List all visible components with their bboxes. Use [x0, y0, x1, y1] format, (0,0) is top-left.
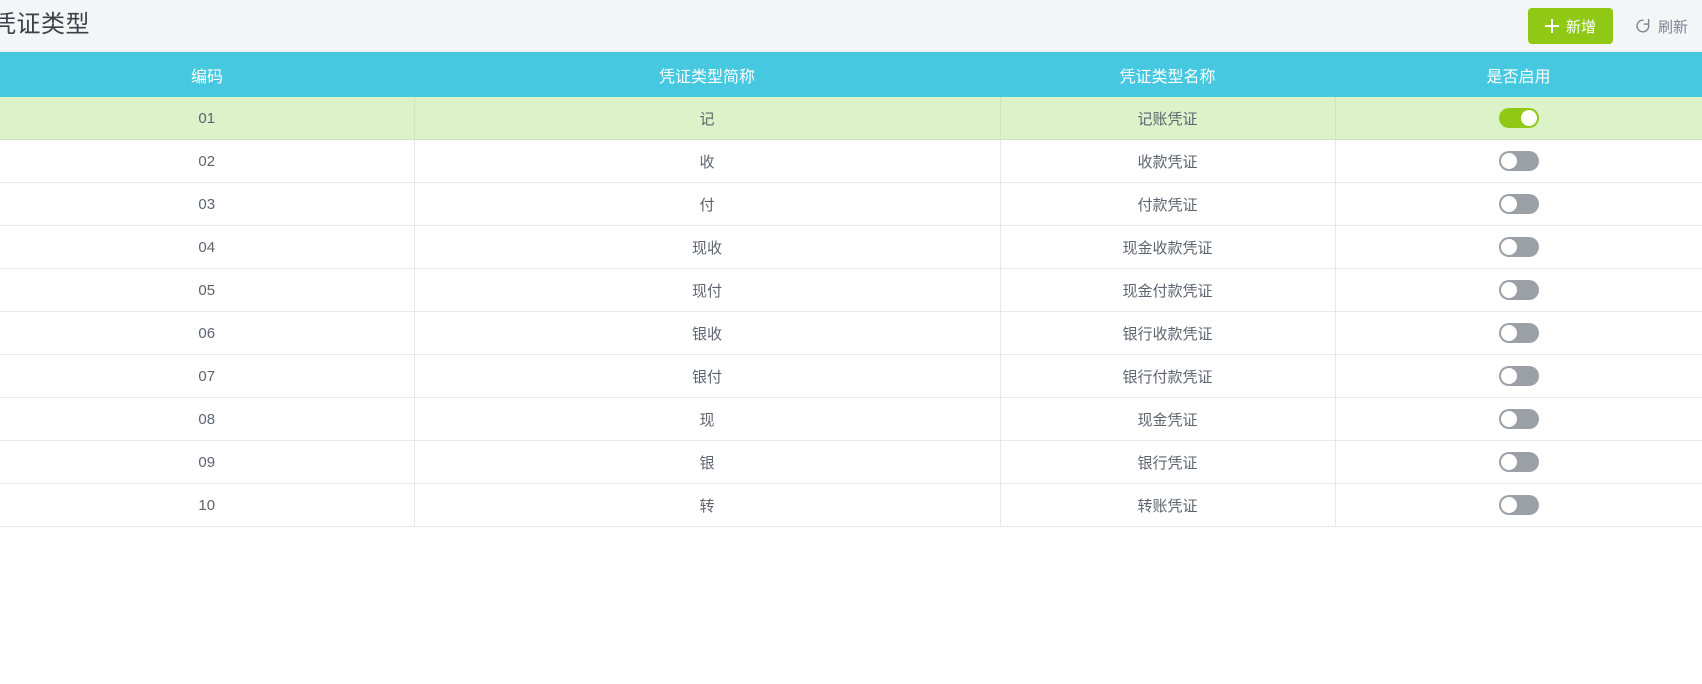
- column-header-code[interactable]: 编码: [0, 52, 414, 97]
- enable-toggle[interactable]: [1498, 323, 1539, 343]
- cell-short: 记: [414, 97, 1001, 140]
- enable-toggle[interactable]: [1498, 366, 1539, 386]
- cell-code: 05: [0, 268, 415, 312]
- cell-enable: [1335, 397, 1702, 441]
- cell-short: 收: [414, 139, 1001, 183]
- table-row[interactable]: 09 银银行凭证: [0, 440, 1702, 484]
- voucher-type-table: 编码 凭证类型简称 凭证类型名称 是否启用 01 记记账凭证 02 收收款凭证 03 付付…: [0, 52, 1702, 527]
- cell-name: 现金收款凭证: [1000, 225, 1336, 269]
- toggle-knob: [1500, 454, 1517, 470]
- cell-code: 04: [0, 225, 415, 269]
- cell-code: 03: [0, 182, 415, 226]
- toolbar-actions: 新增 刷新: [1527, 0, 1694, 52]
- table-body: 01 记记账凭证 02 收收款凭证 03 付付款凭证 04 现收 现金收款凭证 05 现付 现金付款凭…: [0, 97, 1702, 527]
- toggle-knob: [1500, 411, 1517, 427]
- table-row[interactable]: 07 银付 银行付款凭证: [0, 354, 1702, 398]
- toggle-knob: [1500, 497, 1517, 513]
- cell-short: 银: [414, 440, 1001, 484]
- cell-short: 现收: [414, 225, 1001, 269]
- table-row[interactable]: 10 转转账凭证: [0, 483, 1702, 527]
- plus-icon: [1544, 19, 1559, 33]
- cell-name: 收款凭证: [1000, 139, 1336, 183]
- cell-name: 银行付款凭证: [1000, 354, 1336, 398]
- table-row[interactable]: 05 现付 现金付款凭证: [0, 268, 1702, 312]
- cell-name: 记账凭证: [1000, 97, 1336, 140]
- toggle-knob: [1520, 110, 1537, 126]
- table-row[interactable]: 06 银收 银行收款凭证: [0, 311, 1702, 355]
- toggle-knob: [1500, 153, 1517, 169]
- add-button[interactable]: 新增: [1527, 8, 1613, 44]
- toggle-knob: [1500, 368, 1517, 384]
- page-background-filler: [0, 527, 1702, 684]
- cell-short: 银收: [414, 311, 1001, 355]
- refresh-icon: [1635, 18, 1651, 34]
- cell-name: 付款凭证: [1000, 182, 1336, 226]
- cell-short: 现: [414, 397, 1001, 441]
- cell-short: 付: [414, 182, 1001, 226]
- table-row[interactable]: 03 付付款凭证: [0, 182, 1702, 226]
- enable-toggle[interactable]: [1498, 452, 1539, 472]
- cell-code: 10: [0, 483, 415, 527]
- cell-short: 转: [414, 483, 1001, 527]
- cell-enable: [1335, 354, 1702, 398]
- cell-code: 02: [0, 139, 415, 183]
- cell-enable: [1335, 311, 1702, 355]
- table-row[interactable]: 01 记记账凭证: [0, 97, 1702, 140]
- column-header-short[interactable]: 凭证类型简称: [414, 52, 1000, 97]
- enable-toggle[interactable]: [1498, 108, 1539, 128]
- enable-toggle[interactable]: [1498, 194, 1539, 214]
- refresh-button[interactable]: 刷新: [1629, 8, 1694, 44]
- page-title: 凭证类型: [0, 11, 90, 38]
- cell-enable: [1335, 440, 1702, 484]
- toggle-knob: [1500, 196, 1517, 212]
- cell-enable: [1335, 182, 1702, 226]
- cell-enable: [1335, 225, 1702, 269]
- table-row[interactable]: 04 现收 现金收款凭证: [0, 225, 1702, 269]
- enable-toggle[interactable]: [1498, 280, 1539, 300]
- cell-short: 银付: [414, 354, 1001, 398]
- cell-enable: [1335, 97, 1702, 140]
- enable-toggle[interactable]: [1498, 409, 1539, 429]
- cell-short: 现付: [414, 268, 1001, 312]
- cell-code: 07: [0, 354, 415, 398]
- table-row[interactable]: 08 现现金凭证: [0, 397, 1702, 441]
- enable-toggle[interactable]: [1498, 151, 1539, 171]
- toggle-knob: [1500, 325, 1517, 341]
- cell-enable: [1335, 268, 1702, 312]
- column-header-enable[interactable]: 是否启用: [1335, 52, 1702, 97]
- cell-name: 银行收款凭证: [1000, 311, 1336, 355]
- table-header-row: 编码 凭证类型简称 凭证类型名称 是否启用: [0, 52, 1702, 97]
- cell-code: 01: [0, 97, 415, 140]
- enable-toggle[interactable]: [1498, 237, 1539, 257]
- cell-name: 现金凭证: [1000, 397, 1336, 441]
- cell-enable: [1335, 139, 1702, 183]
- cell-code: 06: [0, 311, 415, 355]
- cell-enable: [1335, 483, 1702, 527]
- cell-code: 09: [0, 440, 415, 484]
- add-button-label: 新增: [1565, 18, 1596, 36]
- cell-code: 08: [0, 397, 415, 441]
- toggle-knob: [1500, 282, 1517, 298]
- refresh-button-label: 刷新: [1657, 18, 1688, 36]
- enable-toggle[interactable]: [1498, 495, 1539, 515]
- page-toolbar: 凭证类型 新增 刷新: [0, 0, 1702, 52]
- column-header-name[interactable]: 凭证类型名称: [1000, 52, 1335, 97]
- toggle-knob: [1500, 239, 1517, 255]
- table-header: 编码 凭证类型简称 凭证类型名称 是否启用: [0, 52, 1702, 97]
- table-row[interactable]: 02 收收款凭证: [0, 139, 1702, 183]
- cell-name: 现金付款凭证: [1000, 268, 1336, 312]
- cell-name: 转账凭证: [1000, 483, 1336, 527]
- voucher-type-table-container: 编码 凭证类型简称 凭证类型名称 是否启用 01 记记账凭证 02 收收款凭证 03 付付…: [0, 52, 1702, 527]
- cell-name: 银行凭证: [1000, 440, 1336, 484]
